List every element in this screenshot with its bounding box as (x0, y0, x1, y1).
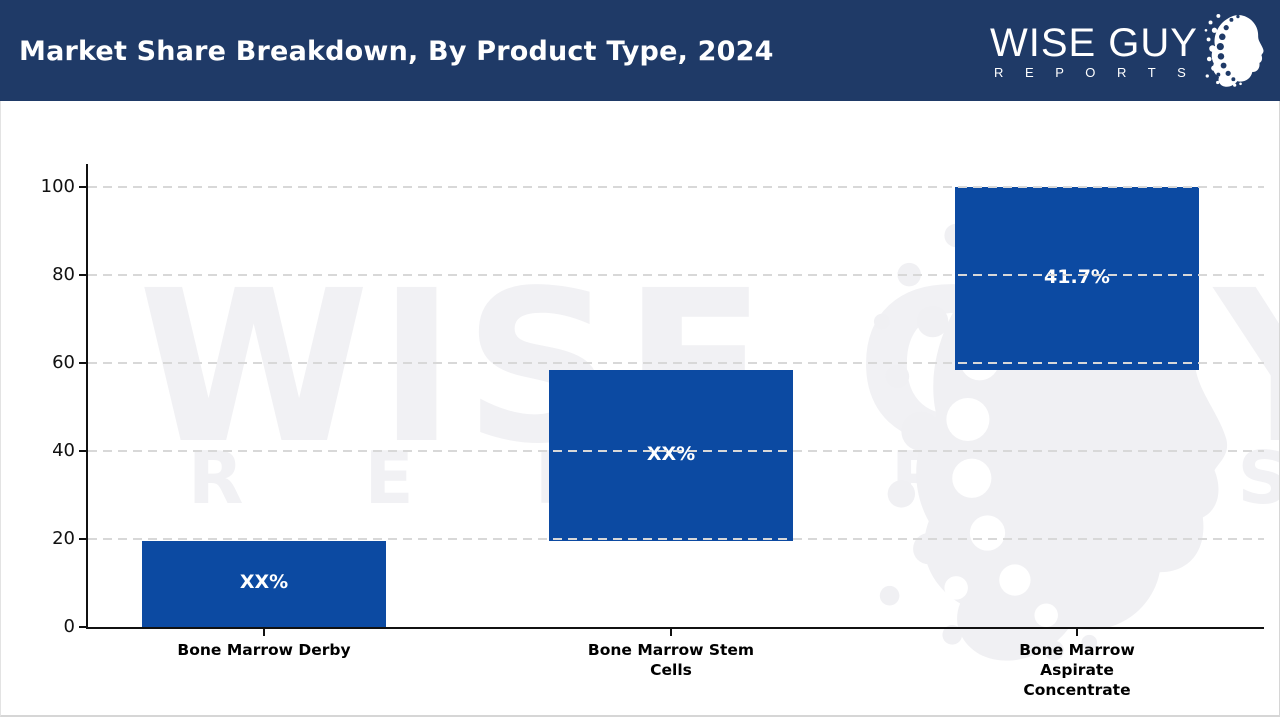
bar: 41.7% (955, 187, 1199, 371)
bar-value-label: XX% (646, 442, 696, 465)
y-tick-label: 40 (52, 440, 75, 461)
header: Market Share Breakdown, By Product Type,… (0, 0, 1280, 101)
y-tick-mark (79, 362, 87, 364)
x-tick-label: Bone Marrow Stem Cells (587, 641, 755, 679)
y-tick-label: 80 (52, 264, 75, 285)
y-tick-mark (79, 538, 87, 540)
page-title: Market Share Breakdown, By Product Type,… (19, 36, 774, 67)
y-tick-label: 20 (52, 528, 75, 549)
x-tick-mark (670, 628, 672, 636)
logo-face-icon (1204, 13, 1264, 87)
logo-primary-text: WISE GUY (989, 20, 1198, 65)
gridline (88, 186, 1264, 188)
y-axis (86, 164, 88, 629)
y-tick-label: 100 (40, 176, 75, 197)
y-tick-mark (79, 186, 87, 188)
bar: XX% (549, 370, 793, 542)
logo-secondary-text: R E P O R T S (993, 64, 1195, 80)
gridline (88, 538, 1264, 540)
y-tick-label: 0 (63, 616, 75, 637)
bar: XX% (142, 541, 386, 627)
bar-value-label: XX% (239, 571, 289, 594)
gridline (88, 362, 1264, 364)
gridline (88, 274, 1264, 276)
y-tick-mark (79, 450, 87, 452)
x-tick-label: Bone Marrow Derby (177, 641, 351, 659)
y-tick-mark (79, 274, 87, 276)
bar-value-label: 41.7% (1044, 265, 1110, 288)
gridline (88, 450, 1264, 452)
x-tick-label: Bone Marrow Aspirate Concentrate (1019, 641, 1135, 699)
y-tick-mark (79, 626, 87, 628)
x-tick-mark (263, 628, 265, 636)
x-tick-mark (1076, 628, 1078, 636)
x-axis (86, 627, 1264, 629)
y-tick-label: 60 (52, 352, 75, 373)
logo-wordmark: WISE GUY R E P O R T S (990, 22, 1198, 80)
brand-logo: WISE GUY R E P O R T S (990, 8, 1266, 93)
